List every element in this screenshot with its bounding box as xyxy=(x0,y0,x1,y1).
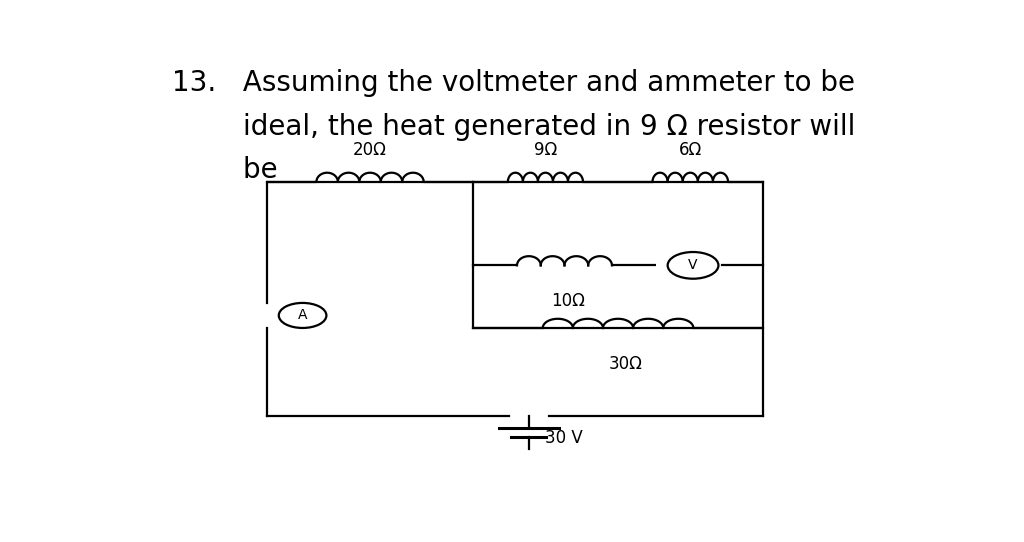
Text: 10Ω: 10Ω xyxy=(552,293,586,311)
Text: 30Ω: 30Ω xyxy=(609,355,643,373)
Text: 6Ω: 6Ω xyxy=(679,141,701,159)
Text: 20Ω: 20Ω xyxy=(353,141,387,159)
Text: 30 V: 30 V xyxy=(545,429,583,447)
Text: 13.   Assuming the voltmeter and ammeter to be
        ideal, the heat generated: 13. Assuming the voltmeter and ammeter t… xyxy=(172,69,855,184)
Text: A: A xyxy=(298,308,307,322)
Text: 9Ω: 9Ω xyxy=(534,141,557,159)
Text: V: V xyxy=(688,259,697,273)
